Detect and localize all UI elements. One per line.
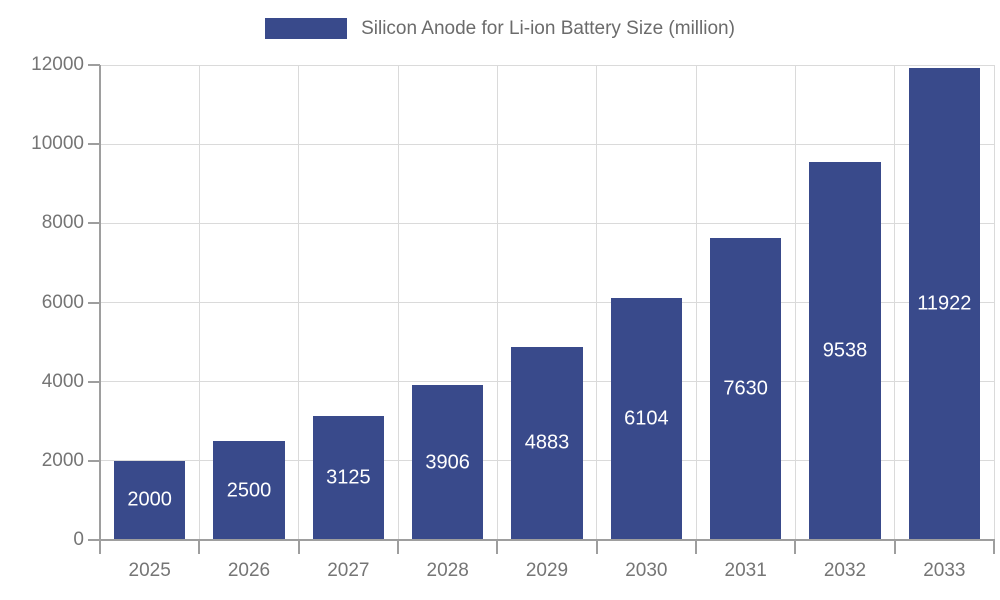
bar-value-label: 9538: [822, 339, 868, 362]
bar-2029: [511, 346, 583, 540]
h-gridline: [100, 64, 994, 66]
h-gridline: [100, 302, 994, 303]
x-axis-tick-label: 2029: [525, 560, 569, 581]
x-axis-tick-label: 2025: [128, 560, 171, 581]
bar-value-label: 3906: [425, 451, 470, 474]
y-axis-tick: [88, 143, 100, 146]
x-axis-tick: [794, 540, 797, 554]
bar-2030: [610, 298, 683, 540]
bar-value-label: 2000: [127, 488, 172, 511]
bar-value-label: 4883: [524, 431, 570, 454]
x-axis-line: [99, 539, 995, 541]
x-axis-tick: [893, 540, 896, 554]
bar-2025: [113, 460, 186, 540]
x-axis-tick-label: 2027: [327, 560, 370, 581]
v-gridline: [993, 65, 995, 540]
y-axis-tick-label: 12000: [31, 54, 84, 75]
x-axis-tick: [297, 540, 300, 554]
y-axis-tick-label: 8000: [41, 212, 84, 234]
bar-value-label: 6104: [624, 407, 669, 430]
legend-swatch: [265, 18, 348, 39]
v-gridline: [894, 65, 896, 540]
x-axis-tick: [695, 540, 697, 554]
legend-label: Silicon Anode for Li-ion Battery Size (m…: [361, 18, 735, 39]
y-axis-tick-label: 6000: [41, 291, 84, 313]
bar-2027: [312, 416, 385, 540]
v-gridline: [596, 65, 598, 540]
v-gridline: [198, 65, 200, 540]
x-axis-tick: [397, 540, 399, 554]
chart-legend: Silicon Anode for Li-ion Battery Size (m…: [0, 18, 1000, 39]
y-axis-tick: [88, 222, 100, 225]
y-axis-tick-label: 2000: [41, 449, 84, 471]
v-gridline: [695, 65, 697, 540]
bar-2026: [213, 441, 285, 540]
y-axis-tick-label: 4000: [41, 370, 84, 392]
y-axis-line: [99, 65, 101, 554]
h-gridline: [100, 222, 994, 224]
x-axis-tick: [496, 540, 499, 554]
y-axis-tick: [88, 459, 100, 462]
bar-value-label: 7630: [723, 377, 768, 400]
v-gridline: [794, 65, 796, 540]
y-axis-tick: [88, 64, 100, 66]
x-axis-tick: [198, 540, 201, 554]
bar-value-label: 3125: [326, 466, 371, 489]
bar-2032: [809, 162, 881, 540]
x-axis-tick-label: 2026: [227, 560, 271, 581]
x-axis-tick-label: 2028: [426, 560, 469, 581]
y-axis-tick: [88, 539, 100, 541]
v-gridline: [496, 65, 498, 540]
y-axis-tick: [88, 380, 100, 383]
y-axis-tick-label: 10000: [31, 133, 84, 155]
x-axis-tick-label: 2032: [823, 560, 867, 581]
bar-2031: [709, 237, 782, 540]
x-axis-tick-label: 2030: [625, 560, 668, 581]
bar-2033: [908, 68, 981, 540]
x-axis-tick: [993, 540, 995, 554]
bar-2028: [411, 385, 484, 540]
v-gridline: [397, 65, 399, 540]
bar-value-label: 11922: [917, 292, 972, 315]
v-gridline: [298, 65, 300, 540]
h-gridline: [100, 143, 994, 145]
x-axis-tick-label: 2031: [724, 560, 767, 581]
bar-value-label: 2500: [226, 479, 272, 502]
x-axis-tick-label: 2033: [923, 560, 966, 581]
y-axis-tick: [88, 301, 100, 304]
y-axis-tick-label: 0: [73, 529, 84, 550]
x-axis-tick: [595, 540, 598, 554]
